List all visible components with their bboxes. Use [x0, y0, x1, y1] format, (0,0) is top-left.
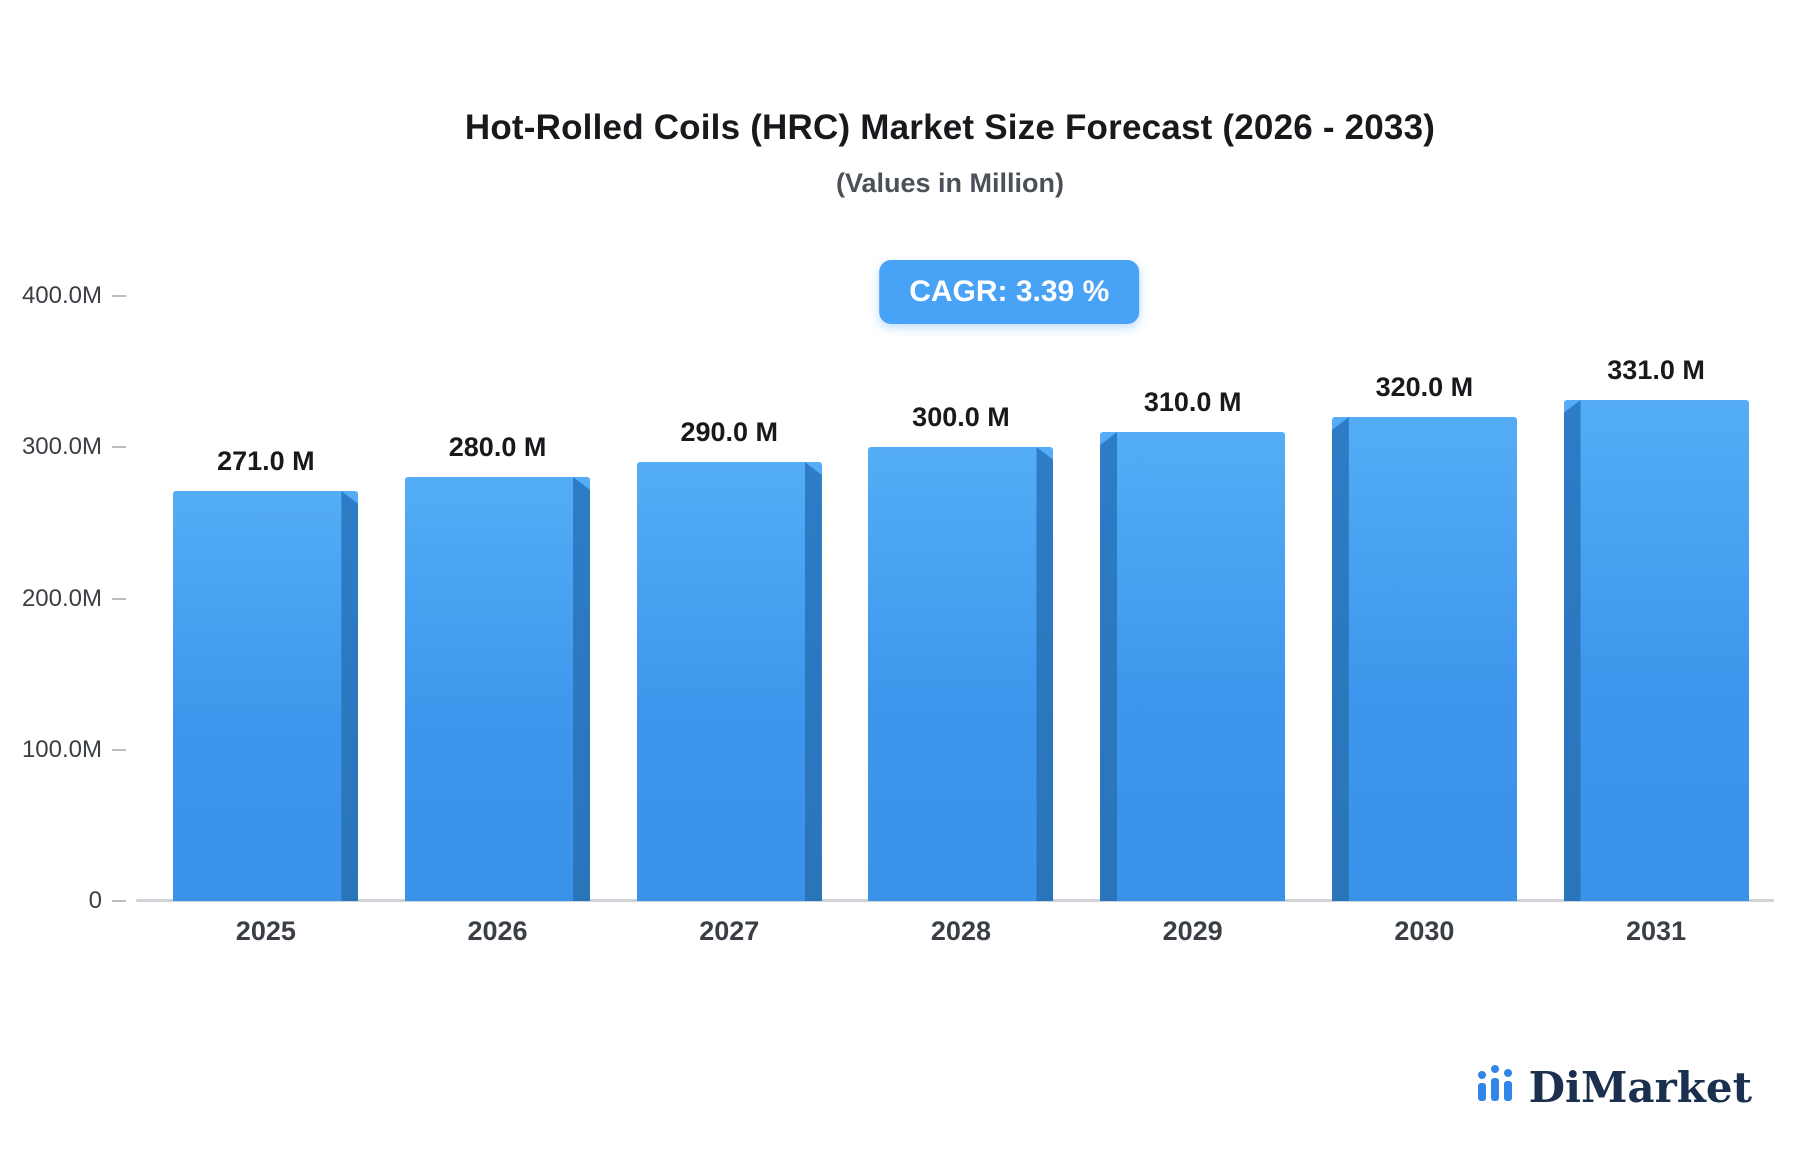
bar-slot: 271.0 M — [173, 296, 359, 901]
bars: 271.0 M 280.0 M 290.0 M 300.0 M 310.0 M 320.0… — [150, 296, 1772, 901]
bar-value-label: 271.0 M — [217, 446, 315, 476]
x-axis-label: 2029 — [1162, 916, 1223, 946]
y-tick-mark — [112, 748, 126, 751]
bar-3d-side — [573, 477, 591, 901]
x-axis-label: 2031 — [1626, 916, 1687, 946]
bar-slot: 300.0 M — [868, 296, 1054, 901]
bar-3d-side — [341, 491, 359, 901]
x-axis-label: 2025 — [235, 916, 296, 946]
bar-chart-logo-icon — [1473, 1058, 1519, 1109]
bar-value-label: 280.0 M — [448, 432, 547, 462]
bar-value-label: 310.0 M — [1143, 387, 1242, 417]
bar-value-label: 290.0 M — [680, 417, 779, 447]
y-axis: 400.0M 300.0M 200.0M 100.0M 0 — [0, 0, 126, 1156]
x-axis-label: 2030 — [1394, 916, 1455, 946]
bar — [405, 477, 591, 901]
bar-slot: 290.0 M — [636, 296, 822, 901]
y-tick-label: 100.0M — [21, 735, 102, 763]
bar-slot: 320.0 M — [1331, 296, 1517, 901]
bar-3d-side — [1100, 432, 1118, 901]
bar-3d-side — [1563, 400, 1581, 901]
bar-3d-side — [804, 462, 822, 901]
x-axis-label: 2028 — [930, 916, 991, 946]
y-tick-label: 0 — [88, 887, 102, 914]
bar-value-label: 320.0 M — [1375, 372, 1474, 402]
bar-slot: 280.0 M — [405, 296, 591, 901]
bar — [1100, 432, 1286, 901]
chart-title: Hot-Rolled Coils (HRC) Market Size Forec… — [464, 108, 1436, 147]
bar-value-label: 300.0 M — [912, 402, 1010, 432]
brand-logo: DiMarket — [1473, 1058, 1752, 1109]
bar — [636, 462, 822, 901]
bar — [868, 447, 1054, 901]
bar-value-label: 331.0 M — [1607, 355, 1705, 385]
bar-slot: 310.0 M — [1100, 296, 1286, 901]
bar — [1331, 417, 1517, 901]
y-tick-mark — [112, 900, 126, 902]
x-axis-label: 2027 — [699, 916, 760, 946]
y-tick-mark — [112, 597, 126, 600]
bar — [173, 491, 359, 901]
bar-3d-side — [1331, 417, 1349, 901]
bar-slot: 331.0 M — [1563, 296, 1749, 901]
chart-subtitle: (Values in Million) — [835, 168, 1065, 198]
y-tick-label: 200.0M — [21, 584, 102, 612]
y-tick-mark — [112, 446, 126, 449]
bar — [1563, 400, 1749, 901]
brand-name: DiMarket — [1528, 1063, 1752, 1112]
y-tick-label: 300.0M — [21, 433, 102, 461]
x-axis-labels: 2025 2026 2027 2028 2029 2030 2031 — [150, 916, 1772, 947]
y-tick-label: 400.0M — [21, 282, 102, 309]
y-tick-mark — [112, 295, 126, 297]
cagr-badge: CAGR: 3.39 % — [879, 260, 1140, 324]
x-axis-label: 2026 — [467, 916, 528, 946]
bar-3d-side — [1036, 447, 1054, 901]
